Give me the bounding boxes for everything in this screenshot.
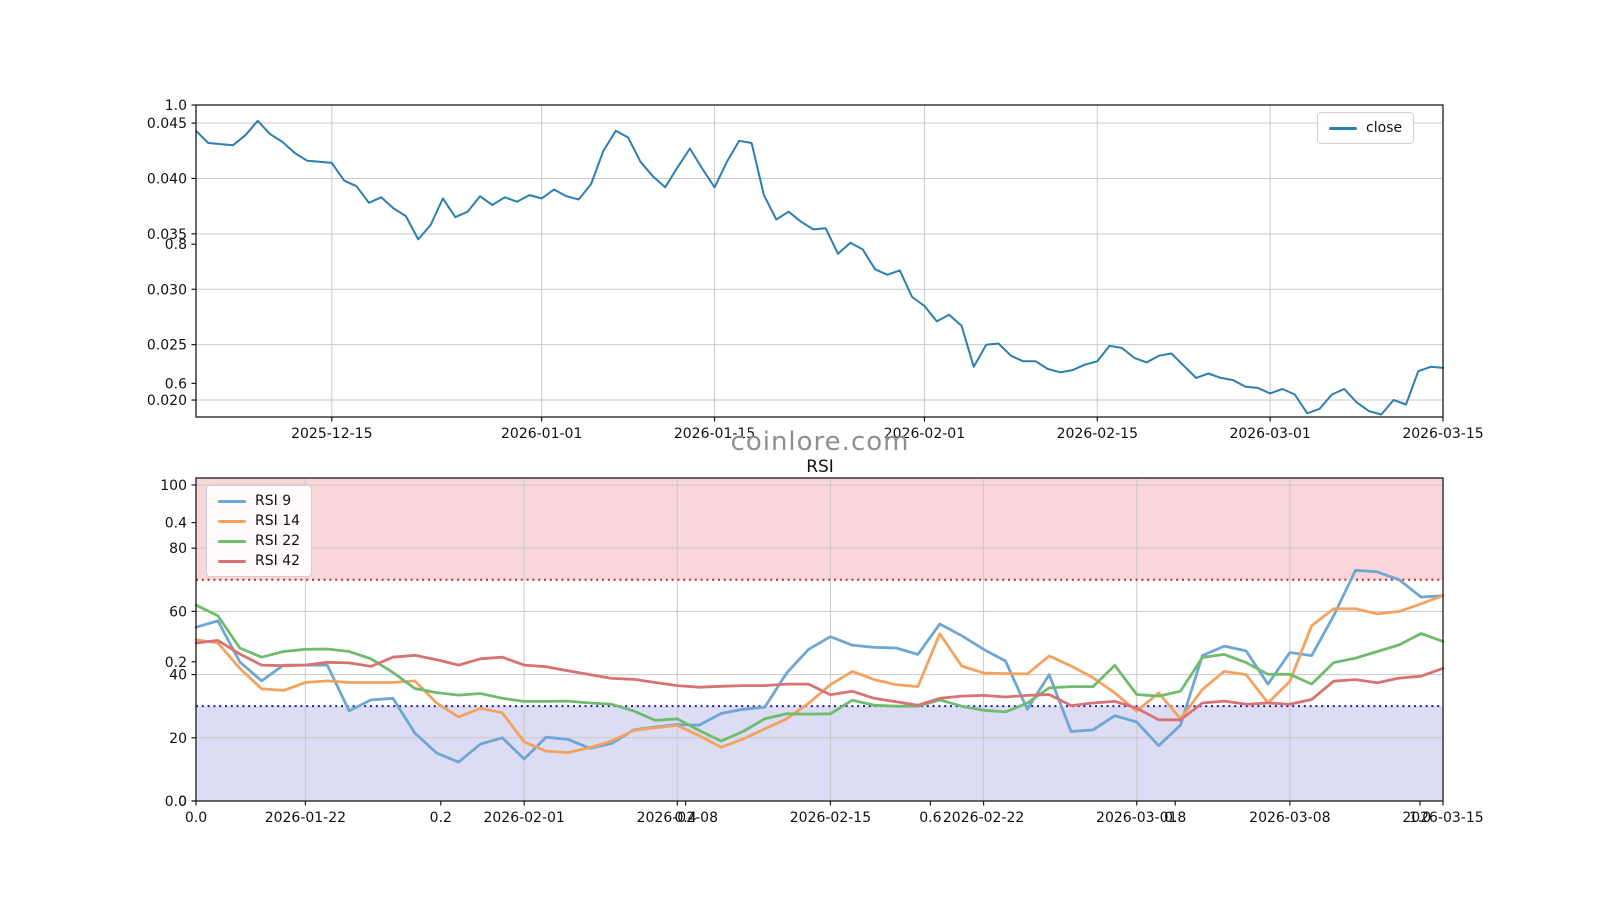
legend-label: RSI 42 [255, 553, 301, 569]
legend-item-close: close [1329, 118, 1402, 138]
legend-label: RSI 9 [255, 493, 292, 509]
rsi-ytick-label: 60 [169, 604, 187, 620]
legend-item-rsi-22: RSI 22 [218, 531, 300, 551]
price-xtick-label: 2026-03-01 [1229, 426, 1310, 442]
legend-label: RSI 14 [255, 513, 301, 529]
overlay-ytick-label: 0.4 [165, 516, 187, 532]
rsi-legend: RSI 9 RSI 14 RSI 22 RSI 42 [206, 485, 313, 577]
legend-item-rsi-14: RSI 14 [218, 511, 300, 531]
rsi-xtick-label: 2026-01-22 [265, 810, 346, 826]
overlay-xtick-label: 0.8 [1164, 810, 1186, 826]
price-series-line-close [195, 119, 1444, 416]
rsi-axes-frame [195, 477, 1444, 802]
legend-line-swatch [218, 519, 246, 523]
legend-line-swatch [218, 499, 246, 503]
price-legend: close [1317, 112, 1415, 144]
rsi-chart-title: RSI [806, 457, 834, 477]
price-ytick-label: 0.025 [147, 338, 187, 354]
overlay-ytick-label: 0.0 [165, 794, 187, 810]
rsi-xtick-label: 2026-03-01 [1096, 810, 1177, 826]
rsi-xtick-label: 2026-02-22 [943, 810, 1024, 826]
rsi-xtick-label: 2026-02-15 [790, 810, 871, 826]
legend-item-rsi-42: RSI 42 [218, 551, 300, 571]
overlay-xtick-label: 0.2 [430, 810, 452, 826]
overlay-ytick-label: 0.6 [165, 376, 187, 392]
rsi-xtick-label: 2026-02-01 [483, 810, 564, 826]
price-xtick-label: 2025-12-15 [291, 426, 372, 442]
rsi-series-line-rsi-42 [194, 639, 1445, 722]
price-xtick-label: 2026-02-15 [1057, 426, 1138, 442]
price-xtick-label: 2026-01-01 [501, 426, 582, 442]
watermark: coinlore.com [730, 427, 910, 457]
price-ytick-label: 0.040 [147, 171, 187, 187]
legend-line-swatch [218, 559, 246, 563]
rsi-xtick-label: 2026-03-15 [1402, 810, 1483, 826]
price-ytick-label: 0.045 [147, 116, 187, 132]
rsi-xtick-label: 2026-02-08 [637, 810, 718, 826]
overlay-ytick-label: 0.2 [165, 655, 187, 671]
legend-label: close [1366, 120, 1403, 136]
legend-item-rsi-9: RSI 9 [218, 491, 300, 511]
legend-line-swatch [218, 539, 246, 543]
overlay-xtick-label: 0.6 [919, 810, 941, 826]
rsi-ytick-label: 0 [178, 794, 187, 810]
rsi-ytick-label: 40 [169, 668, 187, 684]
legend-label: RSI 22 [255, 533, 301, 549]
overlay-xtick-label: 0.4 [674, 810, 696, 826]
rsi-oversold-band [196, 706, 1443, 801]
price-axes-frame [195, 104, 1444, 418]
legend-line-swatch [1329, 126, 1357, 130]
overlay-xtick-label: 1.0 [1409, 810, 1431, 826]
overlay-xtick-label: 0.0 [185, 810, 207, 826]
overlay-ytick-label: 1.0 [165, 98, 187, 114]
price-ytick-label: 0.030 [147, 282, 187, 298]
rsi-xtick-label: 2026-03-08 [1249, 810, 1330, 826]
price-ytick-label: 0.020 [147, 393, 187, 409]
price-xtick-label: 2026-03-15 [1402, 426, 1483, 442]
rsi-ytick-label: 80 [169, 541, 187, 557]
rsi-ytick-label: 20 [169, 731, 187, 747]
price-xtick-label: 2026-01-15 [674, 426, 755, 442]
rsi-series-line-rsi-9 [194, 568, 1445, 764]
rsi-series-line-rsi-22 [194, 603, 1445, 743]
rsi-overbought-band [196, 478, 1443, 580]
price-xtick-label: 2026-02-01 [884, 426, 965, 442]
rsi-ytick-label: 100 [160, 478, 187, 494]
overlay-ytick-label: 0.8 [165, 237, 187, 253]
price-ytick-label: 0.035 [147, 227, 187, 243]
